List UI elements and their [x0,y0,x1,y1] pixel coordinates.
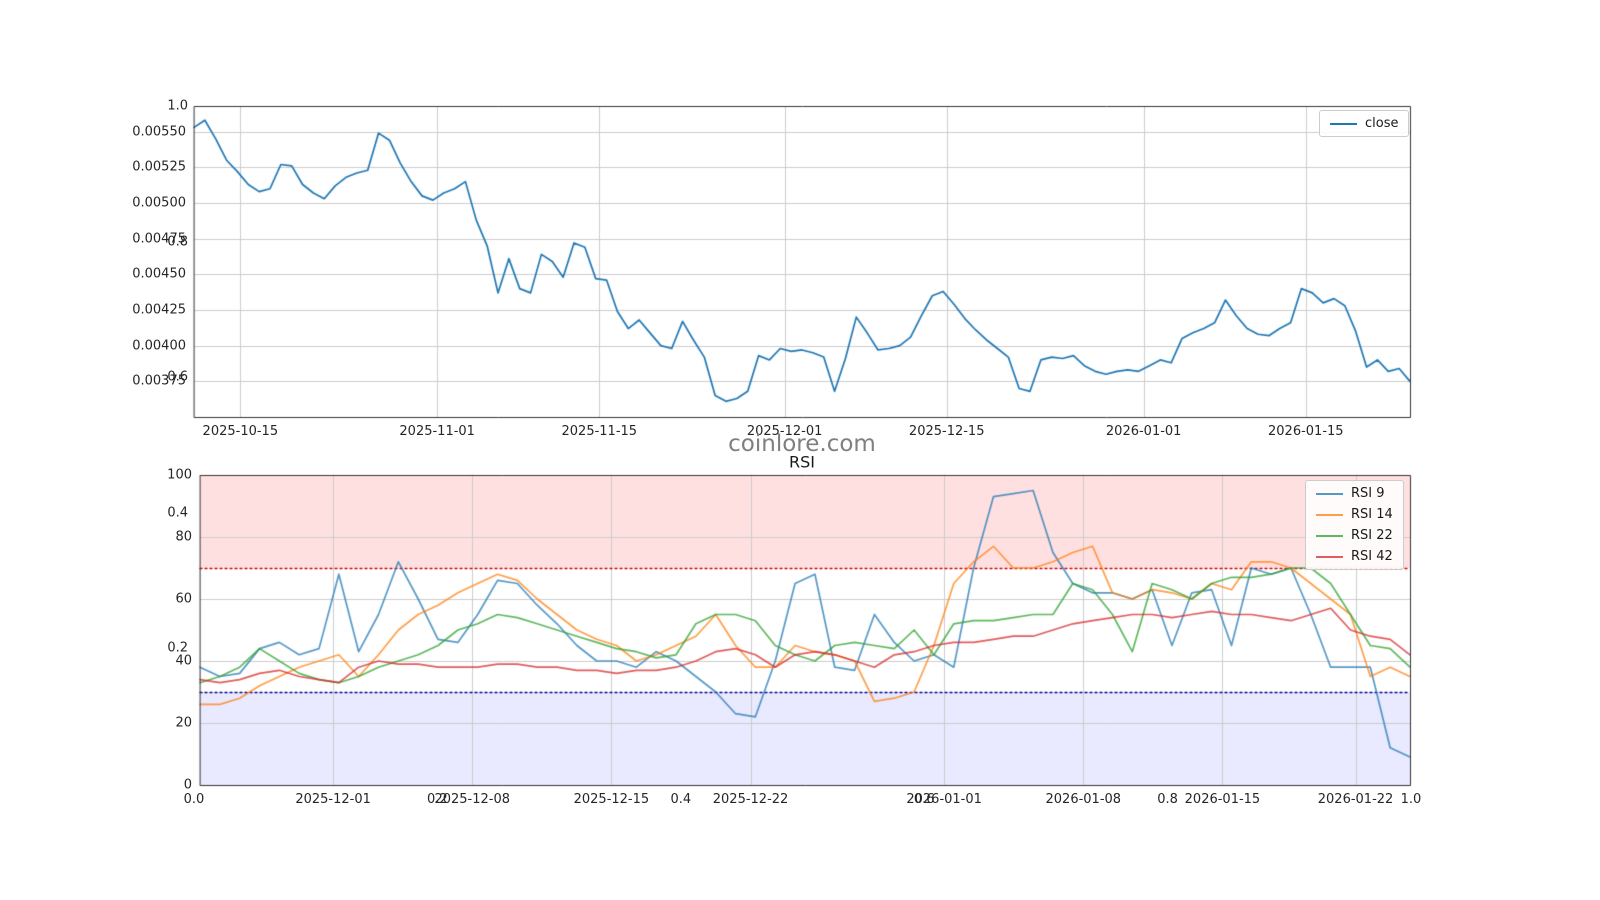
legend-item-rsi9: RSI 9 [1316,486,1393,501]
legend-item-rsi14: RSI 14 [1316,507,1393,522]
legend-line-rsi22 [1316,534,1343,537]
legend-line-rsi9 [1316,492,1343,495]
rsi-panel-title: RSI [789,452,815,472]
legend-label-rsi9: RSI 9 [1351,486,1385,501]
watermark: coinlore.com [728,431,876,457]
legend-rsi: RSI 9 RSI 14 RSI 22 RSI 42 [1305,480,1404,570]
legend-line-rsi42 [1316,555,1343,558]
legend-label-close: close [1365,116,1399,131]
legend-line-rsi14 [1316,513,1343,516]
legend-price: close [1319,110,1410,137]
legend-label-rsi42: RSI 42 [1351,549,1393,564]
legend-label-rsi14: RSI 14 [1351,507,1393,522]
legend-line-close [1330,122,1357,125]
legend-item-rsi22: RSI 22 [1316,528,1393,543]
legend-item-rsi42: RSI 42 [1316,549,1393,564]
legend-label-rsi22: RSI 22 [1351,528,1393,543]
legend-item-close: close [1330,116,1398,131]
